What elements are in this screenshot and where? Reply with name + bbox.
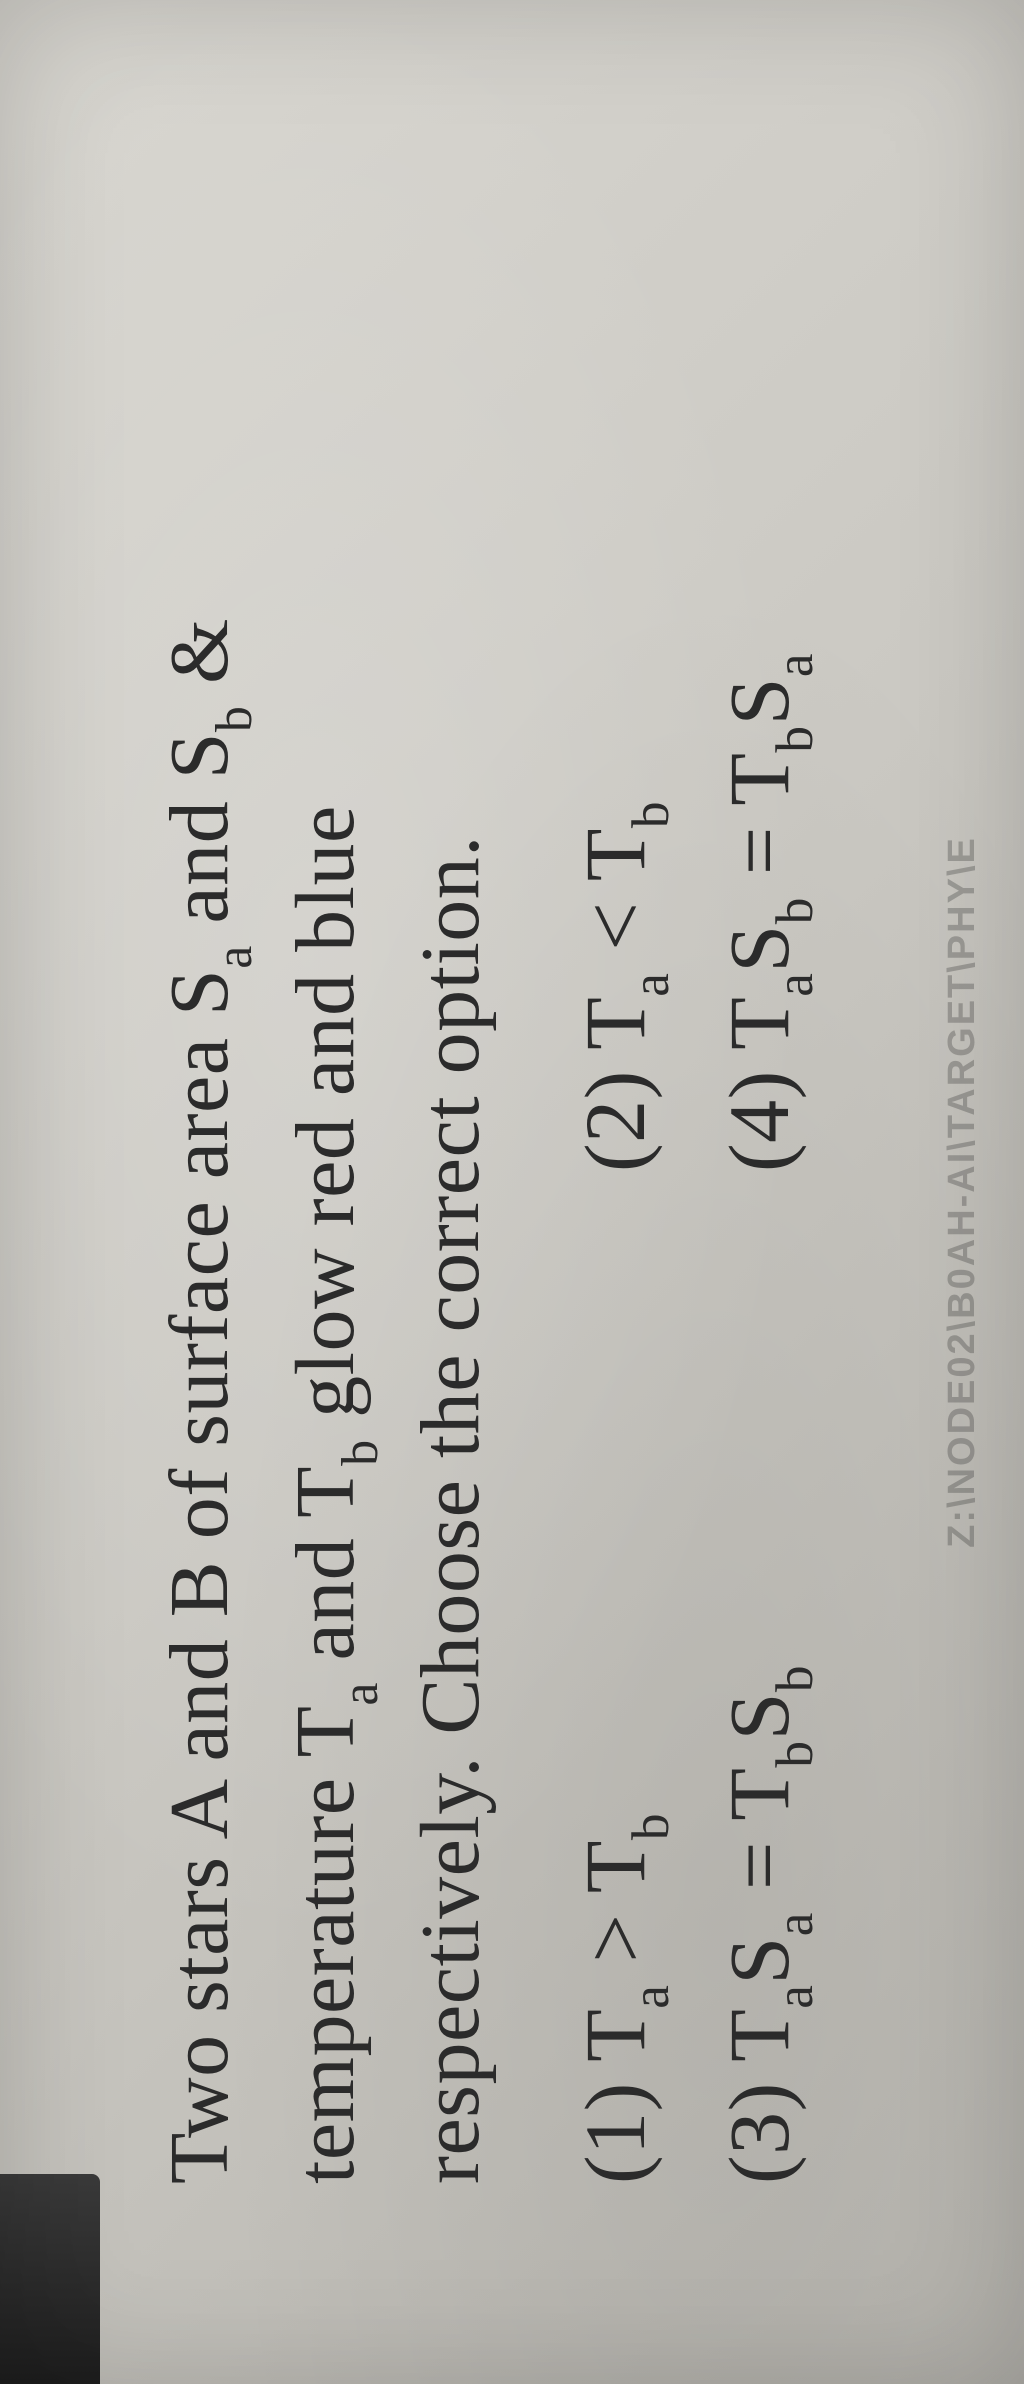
- question-block: Two stars A and B of surface area Sa and…: [0, 0, 1024, 2384]
- question-line-3: respectively. Choose the correct option.: [391, 160, 510, 2184]
- text-fragment: temperature T: [279, 1706, 372, 2184]
- option-1: (1) Ta > Tb: [551, 1253, 685, 2184]
- text-fragment: S: [711, 677, 807, 725]
- subscript: a: [764, 1985, 824, 2009]
- subscript: b: [764, 897, 824, 924]
- text-fragment: > T: [567, 1840, 663, 1984]
- option-4: (4) TaSb = TbSa: [695, 160, 829, 1172]
- text-fragment: = T: [711, 753, 807, 897]
- options-row-1: (1) Ta > Tb (2) Ta < Tb: [551, 160, 685, 2184]
- subscript: a: [764, 653, 824, 677]
- subscript: a: [620, 1985, 680, 2009]
- subscript: b: [206, 706, 263, 733]
- subscript: a: [764, 973, 824, 997]
- file-path-watermark: Z:\NODE02\B0AH-AI\TARGET\PHY\E: [941, 836, 984, 1548]
- question-line-1: Two stars A and B of surface area Sa and…: [140, 160, 266, 2184]
- text-fragment: glow red and blue: [279, 805, 372, 1439]
- text-fragment: and T: [279, 1466, 372, 1682]
- text-fragment: = T: [711, 1768, 807, 1912]
- option-2: (2) Ta < Tb: [551, 160, 685, 1172]
- subscript: b: [764, 1740, 824, 1767]
- text-fragment: &: [153, 618, 246, 705]
- subscript: a: [620, 973, 680, 997]
- text-fragment: (3) T: [711, 2009, 807, 2184]
- text-fragment: (4) T: [711, 997, 807, 1172]
- subscript: a: [206, 945, 263, 969]
- subscript: a: [764, 1912, 824, 1936]
- subscript: b: [620, 1813, 680, 1840]
- question-stem: Two stars A and B of surface area Sa and…: [140, 160, 511, 2184]
- subscript: b: [764, 1665, 824, 1692]
- text-fragment: (2) T: [567, 997, 663, 1172]
- subscript: b: [764, 725, 824, 752]
- text-fragment: < T: [567, 828, 663, 972]
- subscript: a: [332, 1682, 389, 1706]
- text-fragment: S: [711, 1692, 807, 1740]
- subscript: b: [620, 801, 680, 828]
- text-fragment: S: [711, 1936, 807, 1984]
- text-fragment: (1) T: [567, 2009, 663, 2184]
- text-fragment: S: [711, 924, 807, 972]
- text-fragment: Two stars A and B of surface area S: [153, 969, 246, 2184]
- subscript: b: [332, 1439, 389, 1466]
- options-row-2: (3) TaSa = TbSb (4) TaSb = TbSa: [695, 160, 829, 2184]
- question-line-2: temperature Ta and Tb glow red and blue: [266, 160, 392, 2184]
- text-fragment: and S: [153, 732, 246, 945]
- page-edge-block: [0, 2174, 100, 2384]
- option-3: (3) TaSa = TbSb: [695, 1253, 829, 2184]
